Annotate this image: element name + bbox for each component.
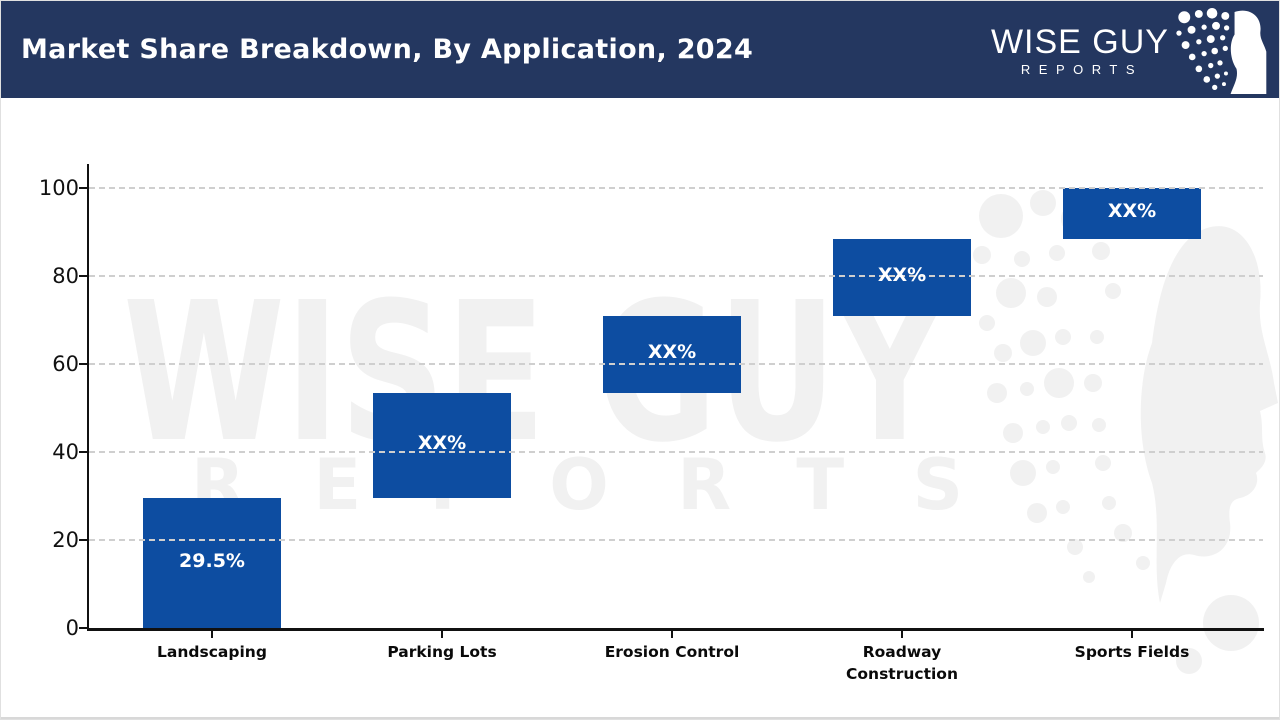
bar-sports-fields (1063, 188, 1201, 239)
brand-subname: REPORTS (1020, 62, 1144, 78)
bar-erosion-control (603, 315, 741, 393)
y-tick-label: 40 (52, 440, 79, 464)
x-tick-mark (211, 630, 213, 638)
gridline-100 (89, 187, 1263, 189)
x-category-label: Erosion Control (604, 643, 740, 661)
bar-roadway-construction (833, 238, 971, 316)
y-tick-mark (79, 451, 88, 453)
y-tick-mark (79, 539, 88, 541)
watermark-wordmark: WISE GUY (123, 262, 945, 485)
footer-divider (1, 717, 1279, 719)
bar-value-label: XX% (647, 341, 697, 364)
header-bar: Market Share Breakdown, By Application, … (1, 1, 1279, 98)
brand-logo: WISE GUY REPORTS (991, 7, 1267, 95)
x-category-label: Landscaping (157, 643, 267, 661)
x-category-label: Sports Fields (1074, 643, 1190, 661)
page-title: Market Share Breakdown, By Application, … (21, 34, 754, 65)
watermark-subtext: REPORTS (191, 444, 963, 526)
y-tick-mark (79, 275, 88, 277)
bar-value-label: 29.5% (179, 550, 245, 573)
y-tick-mark (79, 627, 88, 629)
bar-landscaping (143, 498, 281, 628)
bar-parking-lots (373, 392, 511, 499)
x-tick-mark (441, 630, 443, 638)
bar-value-label: XX% (417, 432, 467, 455)
gridline-80 (89, 275, 1263, 277)
y-tick-mark (79, 187, 88, 189)
y-tick-label: 20 (52, 528, 79, 552)
y-tick-label: 80 (52, 264, 79, 288)
x-tick-mark (901, 630, 903, 638)
x-category-label: Parking Lots (387, 643, 497, 661)
y-tick-label: 100 (38, 176, 79, 200)
gridline-20 (89, 539, 1263, 541)
y-tick-label: 0 (65, 616, 79, 640)
x-tick-mark (671, 630, 673, 638)
y-axis-line (87, 164, 89, 630)
brand-logo-text: WISE GUY REPORTS (990, 22, 1169, 78)
brand-head-icon (1176, 8, 1267, 94)
x-tick-mark (1131, 630, 1133, 638)
y-tick-mark (79, 363, 88, 365)
watermark-head-dots-icon (973, 190, 1278, 674)
y-tick-label: 60 (52, 352, 79, 376)
x-category-label: Roadway Construction (846, 643, 958, 684)
brand-name: WISE GUY (990, 22, 1169, 61)
x-axis-line (87, 628, 1264, 631)
bar-value-label: XX% (1107, 200, 1157, 223)
gridline-40 (89, 451, 1263, 453)
bar-value-label: XX% (877, 264, 927, 287)
gridline-60 (89, 363, 1263, 365)
